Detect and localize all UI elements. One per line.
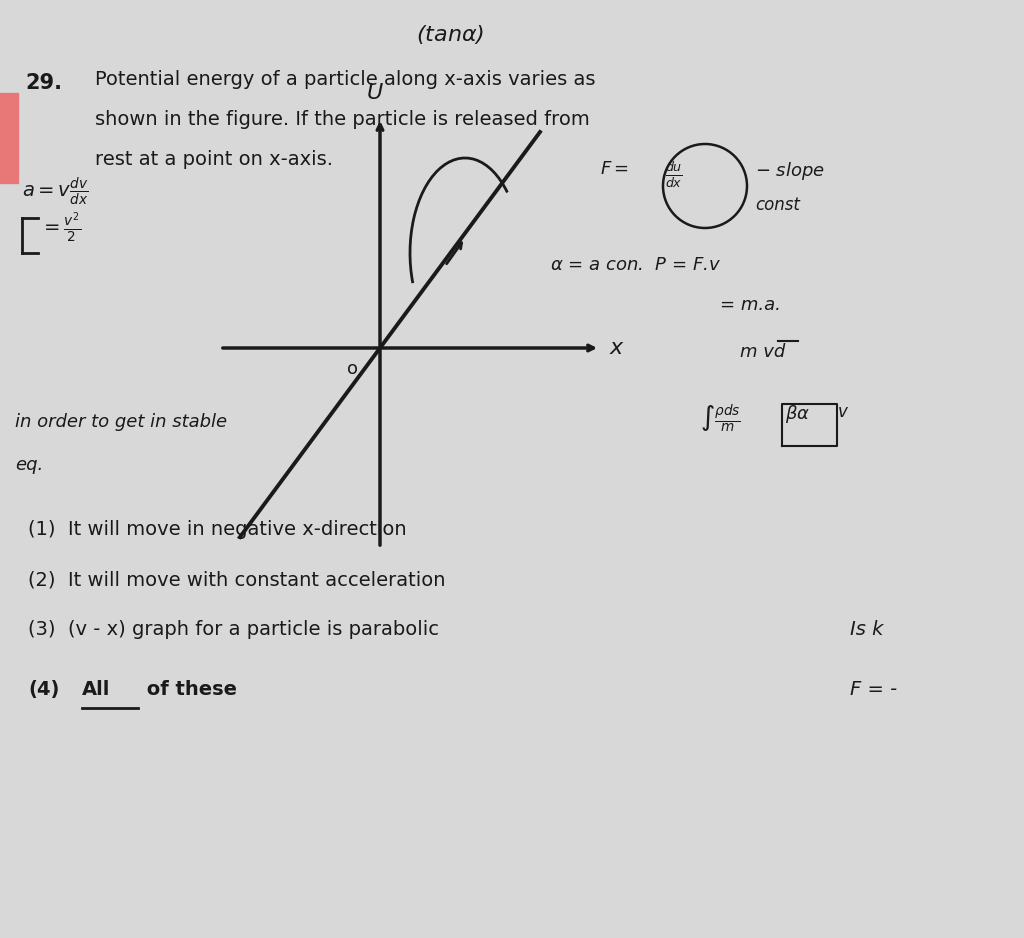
Text: $\alpha$ = a con.  $P$ = F.v: $\alpha$ = a con. $P$ = F.v [550, 256, 721, 274]
Text: o: o [347, 360, 358, 378]
Text: (3)  (v - x) graph for a particle is parabolic: (3) (v - x) graph for a particle is para… [28, 620, 439, 639]
Text: const: const [755, 196, 800, 214]
Text: F = -: F = - [850, 680, 897, 699]
Text: (1)  It will move in negative x-direction: (1) It will move in negative x-direction [28, 520, 407, 539]
Text: $F=$: $F=$ [600, 160, 629, 178]
Text: All: All [82, 680, 111, 699]
Text: 29.: 29. [25, 73, 62, 93]
Text: rest at a point on x-axis.: rest at a point on x-axis. [95, 150, 333, 169]
Text: (4): (4) [28, 680, 59, 699]
Text: $= \frac{v^2}{2}$: $= \frac{v^2}{2}$ [40, 211, 81, 245]
Text: (tan$\alpha$): (tan$\alpha$) [416, 23, 484, 46]
Text: $a = v\frac{dv}{dx}$: $a = v\frac{dv}{dx}$ [22, 176, 88, 208]
Text: $\frac{du}{dx}$: $\frac{du}{dx}$ [665, 160, 683, 189]
Text: m vd: m vd [740, 343, 785, 361]
Text: $-$ slope: $-$ slope [755, 160, 825, 182]
Text: Is k: Is k [850, 620, 884, 639]
Text: v: v [838, 403, 848, 421]
Text: $\beta\alpha$: $\beta\alpha$ [785, 403, 810, 425]
Text: U: U [367, 83, 383, 103]
Bar [0, 93, 18, 183]
Text: = m.a.: = m.a. [720, 296, 781, 314]
Text: shown in the figure. If the particle is released from: shown in the figure. If the particle is … [95, 110, 590, 129]
Text: Potential energy of a particle along x-axis varies as: Potential energy of a particle along x-a… [95, 70, 596, 89]
Text: in order to get in stable: in order to get in stable [15, 413, 227, 431]
Text: $\int \frac{\rho ds}{m}$: $\int \frac{\rho ds}{m}$ [700, 403, 740, 435]
Text: eq.: eq. [15, 456, 43, 474]
Text: of these: of these [140, 680, 237, 699]
Text: (2)  It will move with constant acceleration: (2) It will move with constant accelerat… [28, 570, 445, 589]
Text: x: x [610, 338, 624, 358]
